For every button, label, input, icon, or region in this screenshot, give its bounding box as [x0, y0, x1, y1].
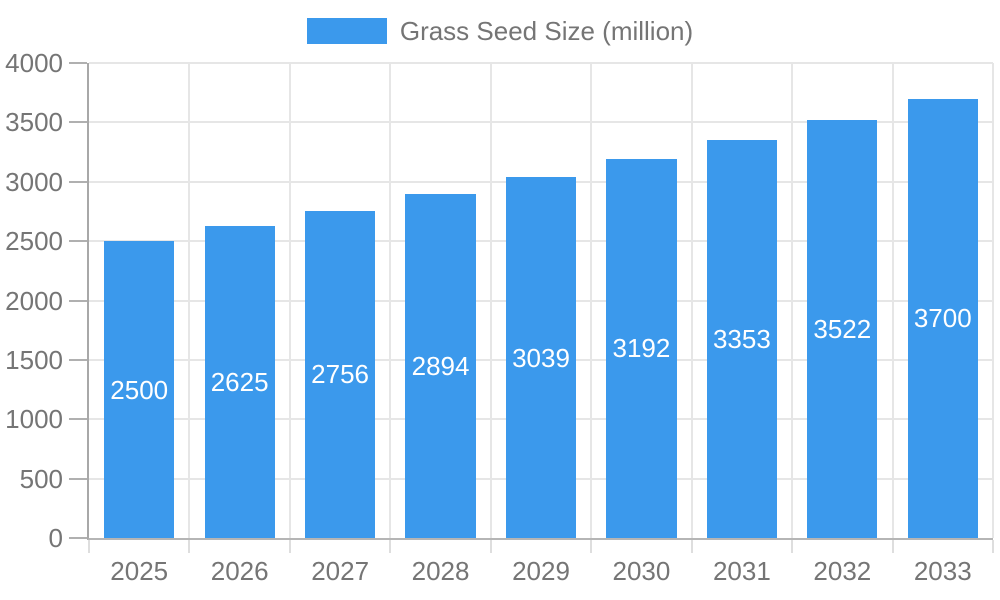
bar[interactable]: 3192 — [606, 158, 677, 538]
bar[interactable]: 2756 — [304, 210, 376, 538]
x-axis-label: 2025 — [110, 556, 169, 586]
x-axis-tick — [690, 540, 693, 553]
x-axis-tick — [88, 540, 90, 553]
x-axis-tick — [590, 540, 593, 553]
x-axis-label: 2030 — [612, 556, 671, 586]
y-axis-tick — [69, 299, 87, 302]
y-axis-tick — [69, 358, 87, 361]
x-axis-label: 2026 — [210, 556, 269, 586]
bar[interactable]: 2500 — [104, 241, 175, 538]
x-axis-label: 2029 — [512, 556, 570, 586]
x-axis-tick — [891, 540, 894, 553]
y-axis-label: 1500 — [5, 344, 63, 375]
y-axis-tick — [69, 477, 87, 480]
y-axis-tick — [69, 240, 87, 243]
y-axis-label: 1000 — [5, 404, 63, 435]
bar-value-label: 2500 — [110, 374, 169, 405]
x-axis-tick — [992, 540, 994, 553]
bar[interactable]: 3039 — [505, 177, 577, 538]
x-axis-label: 2032 — [813, 556, 872, 586]
y-axis-label: 3500 — [5, 107, 63, 138]
vertical-gridline — [590, 63, 593, 538]
vertical-gridline — [992, 63, 994, 538]
y-axis-label: 0 — [48, 523, 63, 553]
bar-value-label: 3039 — [512, 342, 570, 373]
y-axis-label: 3000 — [5, 166, 63, 197]
x-axis-tick — [389, 540, 392, 553]
x-axis-tick — [288, 540, 291, 553]
x-axis-tick — [791, 540, 794, 553]
y-axis-tick — [69, 537, 87, 539]
bar[interactable]: 3522 — [807, 119, 878, 538]
y-axis-label: 2500 — [5, 226, 63, 257]
bar-value-label: 3192 — [612, 333, 671, 364]
x-axis-label: 2027 — [311, 556, 370, 586]
bar-value-label: 2894 — [411, 351, 470, 382]
legend-swatch — [306, 18, 387, 44]
y-axis-tick — [69, 121, 87, 124]
legend-item[interactable]: Grass Seed Size (million) — [0, 15, 1000, 46]
y-axis-tick — [69, 418, 87, 421]
x-axis-tick — [188, 540, 191, 553]
vertical-gridline — [288, 63, 291, 538]
y-axis-tick — [69, 62, 87, 64]
bar[interactable]: 2894 — [405, 194, 476, 538]
bar-value-label: 2756 — [311, 359, 370, 390]
x-axis-label: 2028 — [411, 556, 470, 586]
plot-area: 2500 2625 2756 2894 3039 3192 3353 3522 3700 — [87, 62, 994, 540]
bar-value-label: 3522 — [813, 313, 872, 344]
horizontal-gridline — [89, 62, 993, 64]
x-axis-label: 2031 — [712, 556, 771, 586]
bar[interactable]: 3700 — [907, 98, 978, 538]
horizontal-gridline — [89, 121, 993, 124]
x-axis-tick — [489, 540, 492, 553]
bar[interactable]: 3353 — [706, 139, 778, 538]
vertical-gridline — [891, 63, 894, 538]
bar-value-label: 2625 — [210, 367, 269, 398]
bar-value-label: 3353 — [712, 323, 771, 354]
y-axis-tick — [69, 180, 87, 183]
bar-value-label: 3700 — [913, 303, 972, 334]
vertical-gridline — [791, 63, 794, 538]
vertical-gridline — [389, 63, 392, 538]
vertical-gridline — [690, 63, 693, 538]
vertical-gridline — [489, 63, 492, 538]
y-axis-label: 4000 — [5, 48, 63, 78]
bar[interactable]: 2625 — [204, 226, 275, 538]
y-axis-label: 2000 — [5, 285, 63, 316]
y-axis-label: 500 — [19, 463, 63, 494]
legend-label: Grass Seed Size (million) — [399, 15, 694, 46]
x-axis-label: 2033 — [913, 556, 972, 586]
vertical-gridline — [188, 63, 191, 538]
